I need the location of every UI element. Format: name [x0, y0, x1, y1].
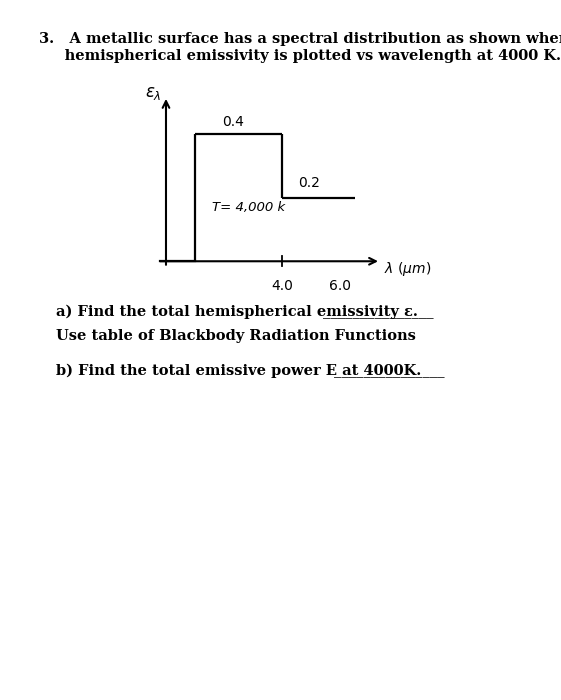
Text: 4.0: 4.0 [271, 279, 293, 293]
Text: hemispherical emissivity is plotted vs wavelength at 4000 K.: hemispherical emissivity is plotted vs w… [39, 49, 561, 63]
Text: 6.0: 6.0 [329, 279, 351, 293]
Text: _______________: _______________ [334, 364, 444, 378]
Text: 3.   A metallic surface has a spectral distribution as shown where spectral,: 3. A metallic surface has a spectral dis… [39, 32, 561, 46]
Text: $\varepsilon_\lambda$: $\varepsilon_\lambda$ [145, 85, 162, 102]
Text: 0.2: 0.2 [298, 176, 320, 190]
Text: b) Find the total emissive power E at 4000K.: b) Find the total emissive power E at 40… [56, 364, 421, 379]
Text: Use table of Blackbody Radiation Functions: Use table of Blackbody Radiation Functio… [56, 329, 416, 343]
Text: a) Find the total hemispherical emissivity ε.: a) Find the total hemispherical emissivi… [56, 304, 418, 319]
Text: _______________: _______________ [323, 304, 433, 318]
Text: 0.4: 0.4 [222, 116, 243, 130]
Text: T= 4,000 k: T= 4,000 k [213, 201, 286, 214]
Text: $\lambda\ (\mu m)$: $\lambda\ (\mu m)$ [384, 260, 431, 278]
